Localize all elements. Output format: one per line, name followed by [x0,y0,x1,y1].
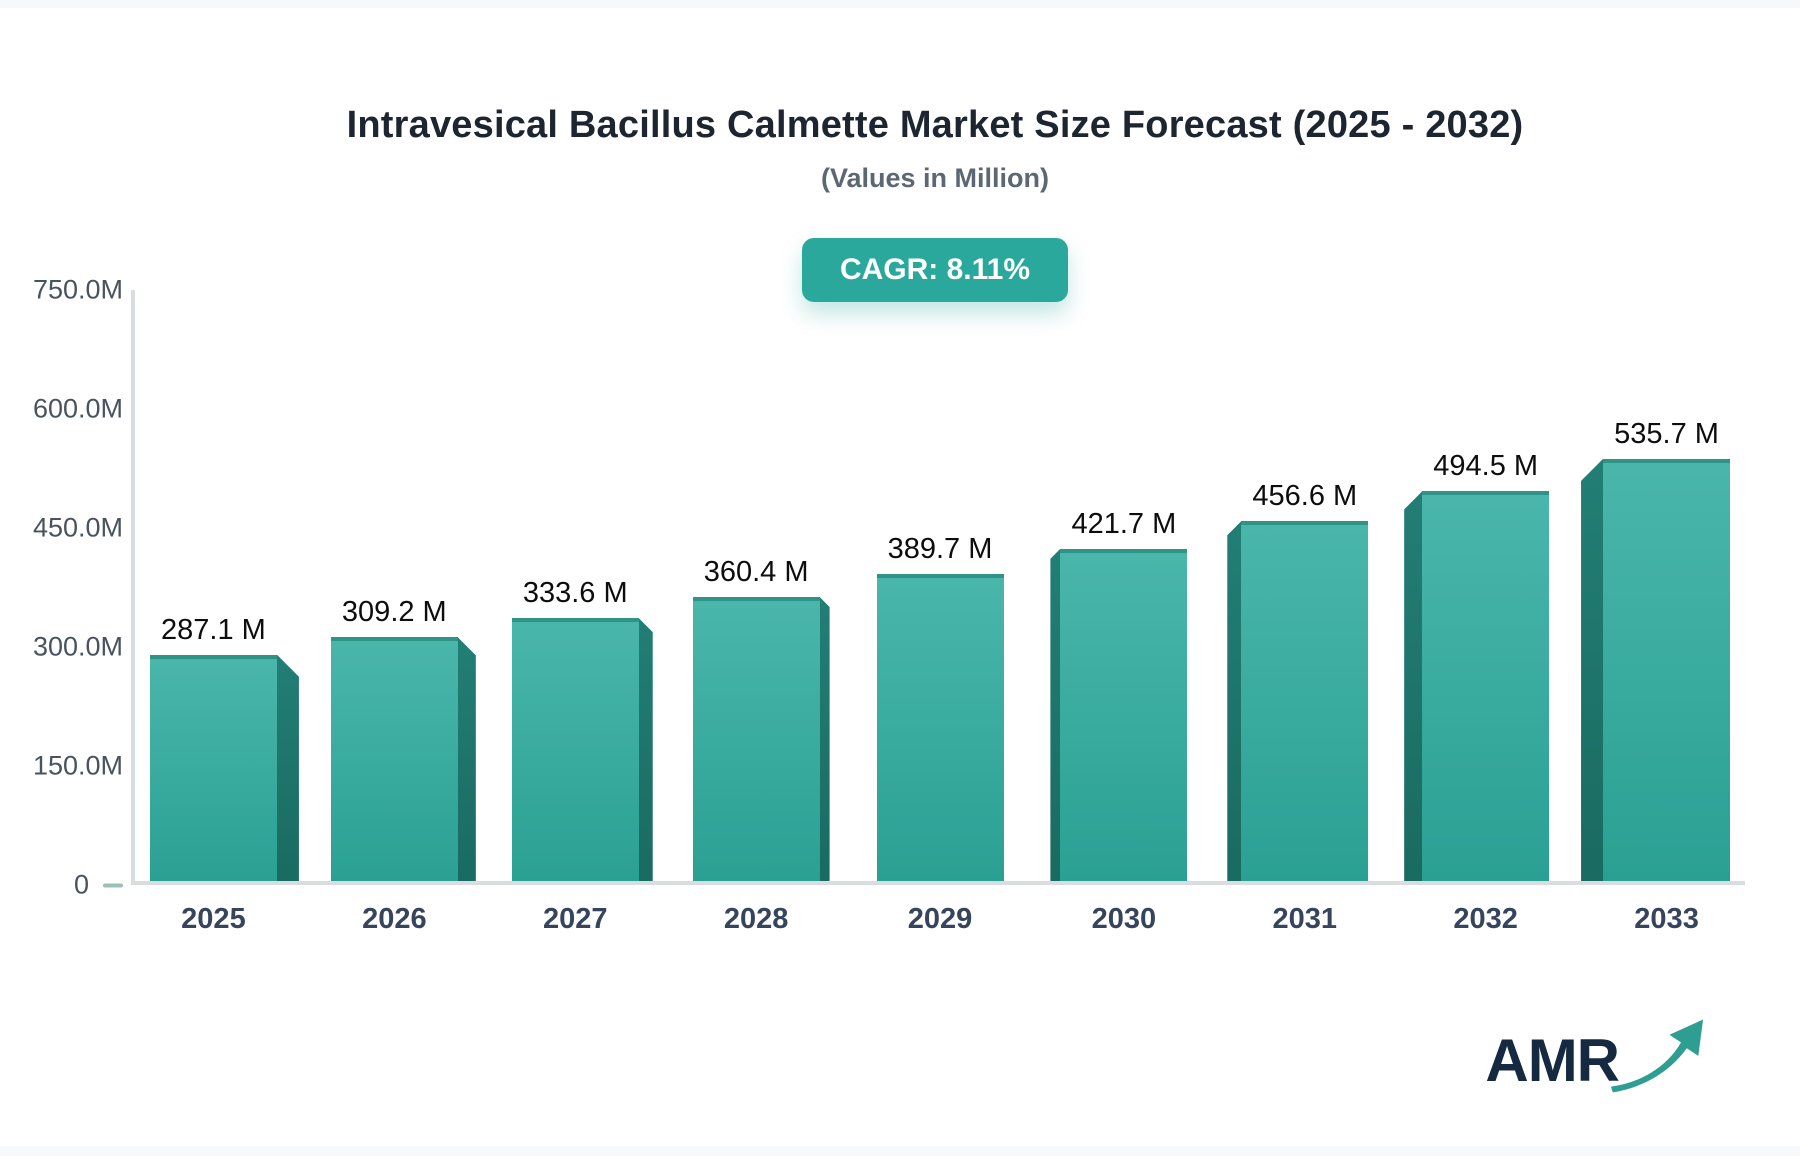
y-axis-labels: 750.0M 600.0M 450.0M 300.0M 150.0M 0 [32,275,131,900]
bar-value-label-2033: 535.7 M [1614,417,1719,450]
bar-front-face-2026: 309.2 M 2026 [330,596,458,935]
amr-logo: AMR [1485,1019,1705,1098]
bar-value-label-2028: 360.4 M [703,556,809,589]
bar-2032: 494.5 M 2032 [1404,450,1550,935]
bar-group-2030: 421.7 M 2030 [1029,290,1208,935]
bar-2026: 309.2 M 2026 [330,596,476,935]
growth-arrow-icon [1609,1015,1705,1098]
bar-side-face-2033 [1581,458,1604,881]
bar-2025: 287.1 M 2025 [149,614,299,935]
y-tick-300.0M: 300.0M [32,631,123,662]
bar-2030: 421.7 M 2030 [1050,508,1188,935]
chart-card: Intravesical Bacillus Calmette Market Si… [0,8,1800,1146]
bar-2029: 389.7 M 2029 [876,533,1004,935]
y-tick-150.0M: 150.0M [32,750,123,781]
x-axis-label-2033: 2033 [1634,903,1699,935]
bar-2033: 535.7 M 2033 [1581,418,1731,935]
y-tick-0: 0 [74,870,123,901]
bar-side-face-2025 [276,654,299,881]
bar-group-2028: 360.4 M 2028 [672,290,851,935]
bar-front-face-2032: 494.5 M 2032 [1422,450,1550,935]
chart-title: Intravesical Bacillus Calmette Market Si… [346,104,1524,146]
bar-side-face-2031 [1227,521,1242,881]
bar-front-face-2025: 287.1 M 2025 [149,614,277,935]
x-axis-label-2030: 2030 [1091,903,1157,935]
bar-side-face-2032 [1404,491,1423,881]
bar-front-face-2028: 360.4 M 2028 [692,556,820,935]
bar-front-face-2033: 535.7 M 2033 [1603,418,1731,935]
y-tick-600.0M: 600.0M [32,393,123,424]
bar-2027: 333.6 M 2027 [511,577,653,935]
x-axis-label-2027: 2027 [542,903,608,935]
y-tick-750.0M: 750.0M [32,274,123,305]
bar-side-face-2030 [1050,548,1061,881]
bar-side-face-2028 [819,597,830,881]
x-axis-label-2031: 2031 [1272,903,1338,935]
bar-group-2033: 535.7 M 2033 [1566,290,1745,935]
x-axis-label-2025: 2025 [181,903,246,935]
bar-2031: 456.6 M 2031 [1227,480,1369,935]
y-tick-450.0M: 450.0M [32,512,123,543]
zero-tick-mark [103,883,123,887]
bar-value-label-2032: 494.5 M [1433,450,1539,483]
x-axis-label-2026: 2026 [362,903,427,935]
cagr-badge: CAGR: 8.11% [801,238,1069,302]
bar-value-label-2030: 421.7 M [1071,507,1177,540]
bar-side-face-2027 [638,618,653,881]
plot-area: 287.1 M 2025 309.2 M 2026 333.6 M 2027 360.4 M… [131,290,1745,935]
bar-side-face-2026 [457,637,476,881]
chart-subtitle: (Values in Million) [820,163,1050,193]
bar-group-2027: 333.6 M 2027 [493,290,672,935]
bar-value-label-2025: 287.1 M [161,613,266,646]
x-axis-label-2028: 2028 [723,903,789,935]
bar-front-face-2031: 456.6 M 2031 [1241,480,1369,935]
bar-front-face-2027: 333.6 M 2027 [511,577,639,935]
bar-2028: 360.4 M 2028 [692,556,830,935]
bar-group-2029: 389.7 M 2029 [851,290,1030,935]
bar-value-label-2027: 333.6 M [522,577,628,610]
bar-group-2031: 456.6 M 2031 [1208,290,1387,935]
x-axis-label-2029: 2029 [907,903,973,935]
x-axis-label-2032: 2032 [1453,903,1518,935]
amr-logo-text: AMR [1485,1027,1620,1094]
bar-front-face-2029: 389.7 M 2029 [876,533,1004,935]
bar-group-2025: 287.1 M 2025 [135,290,314,935]
bar-front-face-2030: 421.7 M 2030 [1060,508,1188,935]
bar-value-label-2031: 456.6 M [1252,480,1358,513]
bar-value-label-2026: 309.2 M [341,596,447,629]
chart-header: Intravesical Bacillus Calmette Market Si… [0,8,1800,302]
bar-group-2026: 309.2 M 2026 [314,290,493,935]
bar-value-label-2029: 389.7 M [887,532,993,565]
bar-group-2032: 494.5 M 2032 [1387,290,1566,935]
